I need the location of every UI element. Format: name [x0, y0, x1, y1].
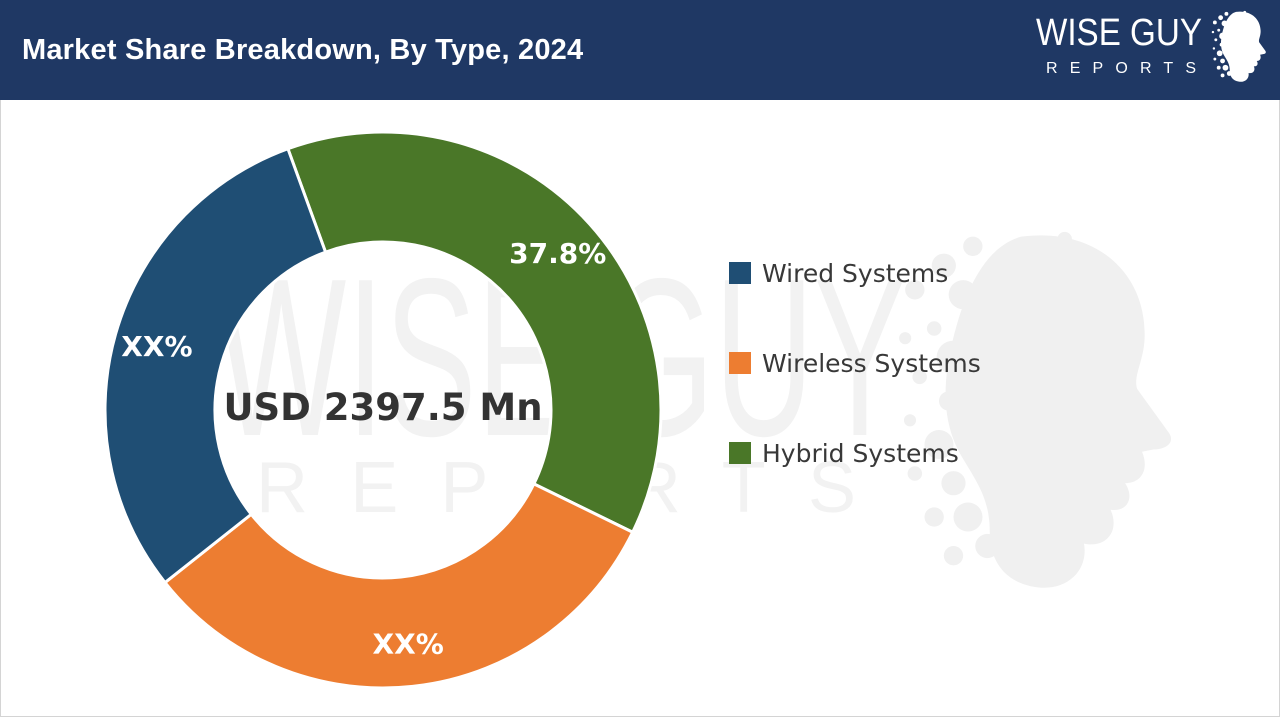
logo-tagline: REPORTS — [1046, 60, 1196, 77]
donut-segment-hybrid-systems — [285, 130, 663, 535]
legend-label: Hybrid Systems — [762, 438, 959, 468]
chart-area: WISE GUY REPORTS 37.8%XX%XX% USD 2397.5 … — [0, 100, 1280, 717]
page-title: Market Share Breakdown, By Type, 2024 — [22, 33, 584, 66]
segment-label: XX% — [373, 628, 444, 661]
legend-label: Wired Systems — [762, 258, 949, 288]
donut-segment-wireless-systems — [162, 481, 635, 690]
legend-swatch-hybrid — [729, 442, 751, 464]
legend-item-hybrid: Hybrid Systems — [729, 438, 981, 468]
logo-name: WISE GUY — [1036, 12, 1202, 54]
logo-face-icon — [1208, 9, 1266, 86]
legend-label: Wireless Systems — [762, 348, 981, 378]
center-value: USD 2397.5 Mn — [223, 386, 543, 429]
header: Market Share Breakdown, By Type, 2024 WI… — [0, 0, 1280, 100]
legend-item-wireless: Wireless Systems — [729, 348, 981, 378]
legend-swatch-wired — [729, 262, 751, 284]
donut-segment-wired-systems — [103, 146, 328, 585]
logo-text: WISE GUY REPORTS — [1036, 12, 1202, 77]
logo: WISE GUY REPORTS — [1034, 9, 1266, 86]
legend: Wired Systems Wireless Systems Hybrid Sy… — [729, 258, 981, 531]
segment-label: XX% — [121, 330, 192, 363]
legend-swatch-wireless — [729, 352, 751, 374]
segment-label: 37.8% — [509, 237, 606, 270]
legend-item-wired: Wired Systems — [729, 258, 981, 288]
donut-chart: 37.8% XX% XX% — [103, 130, 663, 690]
